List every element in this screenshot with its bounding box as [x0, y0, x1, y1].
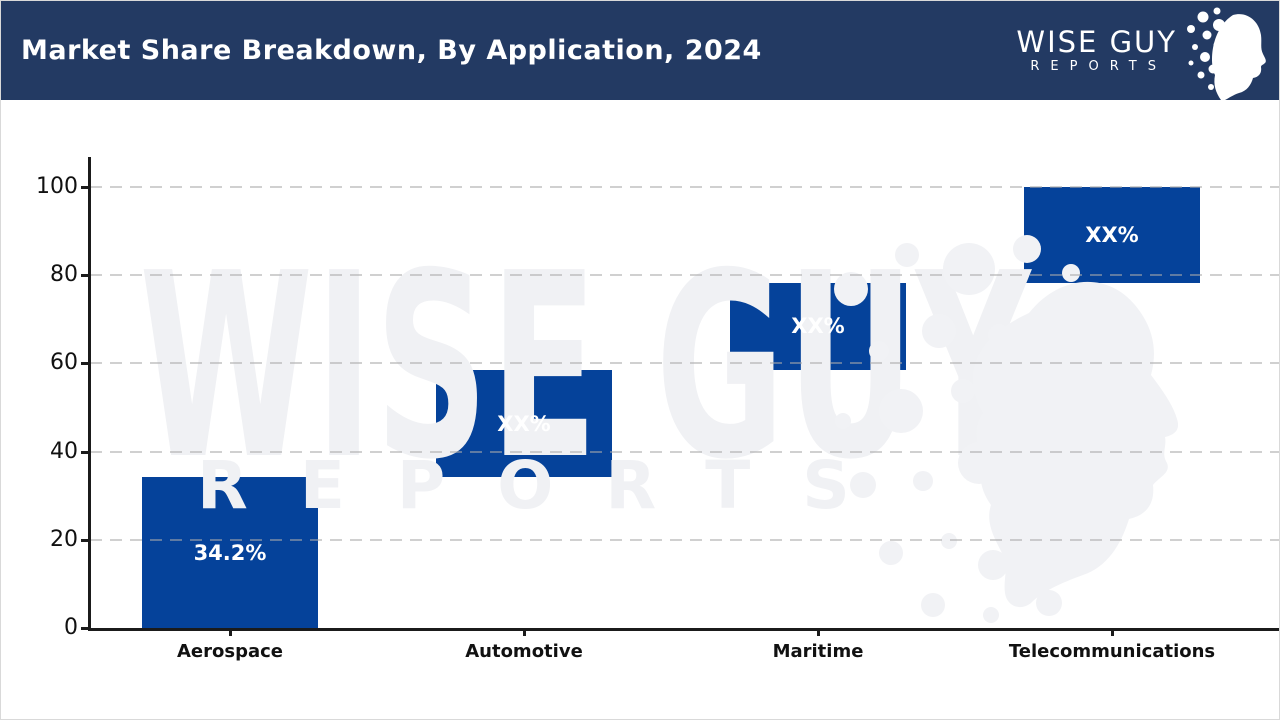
bar-value-label: XX%: [1085, 222, 1139, 247]
y-tick-mark: [81, 186, 90, 189]
y-tick-label: 100: [36, 174, 78, 199]
y-axis-line: [88, 157, 91, 631]
logo-text: WISE GUY REPORTS: [1016, 24, 1177, 75]
bar-value-label: XX%: [497, 411, 551, 436]
x-category-label: Automotive: [465, 641, 583, 662]
y-tick-label: 80: [50, 262, 78, 288]
y-tick-mark: [81, 627, 90, 630]
x-category-label: Telecommunications: [1008, 641, 1216, 662]
bar-telecommunications: XX%: [1024, 187, 1200, 283]
gridline-80: [90, 274, 1279, 277]
y-tick-mark: [81, 362, 90, 366]
bar-aerospace: 34.2%: [142, 477, 318, 628]
y-tick-label: 20: [50, 526, 78, 552]
x-tick-mark: [523, 628, 526, 636]
bar-automotive: XX%: [436, 370, 612, 478]
x-tick-mark: [229, 628, 232, 636]
watermark-reports-text: REPORTS: [197, 447, 902, 524]
watermark-dotted-face: [834, 235, 1179, 623]
x-category-label: Maritime: [772, 641, 864, 662]
y-tick-label: 40: [50, 438, 78, 464]
x-tick-mark: [1111, 628, 1114, 636]
logo-reports-label: REPORTS: [1030, 59, 1167, 75]
x-axis-line: [88, 628, 1279, 631]
gridline-60: [90, 362, 1279, 365]
bar-value-label: XX%: [791, 314, 845, 339]
gridline-40: [90, 450, 1279, 453]
y-tick-mark: [81, 538, 90, 542]
y-tick-mark: [81, 274, 90, 278]
y-tick-label: 0: [64, 615, 78, 640]
x-tick-mark: [817, 628, 820, 636]
y-tick-label: 60: [50, 350, 78, 376]
logo-wiseguy-label: WISE GUY: [1016, 24, 1177, 59]
wiseguy-logo: WISE GUY REPORTS: [1016, 1, 1267, 100]
x-category-label: Aerospace: [176, 641, 283, 662]
logo-dotted-face-icon: [1187, 7, 1266, 100]
gridline-100: [90, 186, 1279, 188]
gridline-20: [90, 538, 1279, 541]
header-bar: Market Share Breakdown, By Application, …: [1, 1, 1279, 100]
chart-title: Market Share Breakdown, By Application, …: [21, 35, 762, 66]
bar-value-label: 34.2%: [193, 540, 267, 565]
y-tick-mark: [81, 450, 90, 454]
